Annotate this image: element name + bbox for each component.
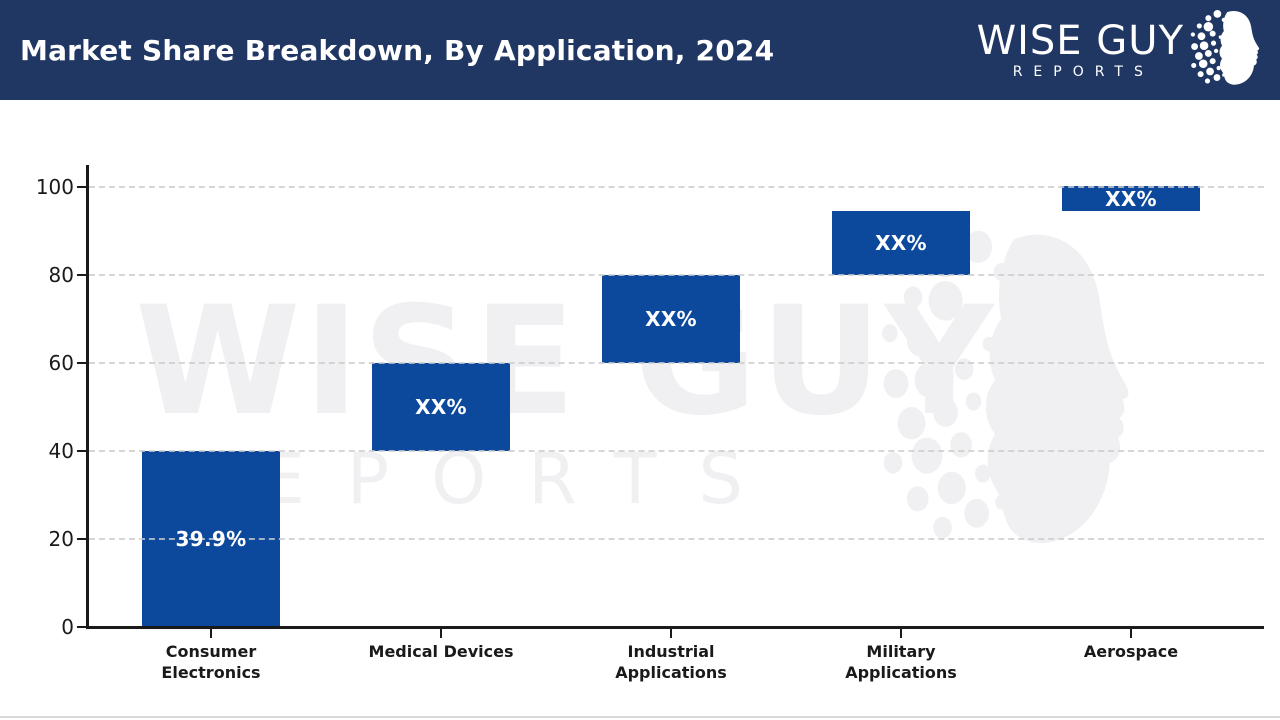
gridline	[89, 186, 1264, 188]
x-axis-category-label: Consumer Electronics	[161, 642, 261, 682]
y-tick-label: 80	[48, 263, 74, 287]
gridline	[89, 538, 1264, 540]
bar-aerospace	[1062, 186, 1200, 212]
x-tick-mark	[210, 629, 212, 638]
bar-value-label: XX%	[875, 231, 927, 256]
gridline	[89, 362, 1264, 364]
x-axis-category-label: Military Applications	[845, 642, 957, 682]
y-tick-label: 100	[35, 175, 74, 199]
bar-value-label: XX%	[1105, 186, 1157, 211]
gridline	[89, 274, 1264, 276]
x-axis-category-label: Medical Devices	[368, 642, 514, 661]
y-tick-mark	[77, 362, 86, 364]
header: Market Share Breakdown, By Application, …	[0, 0, 1280, 100]
logo-wordmark: WISE GUY REPORTS	[977, 20, 1184, 80]
y-axis-line	[86, 165, 89, 629]
x-axis-line	[86, 626, 1264, 629]
x-tick-mark	[1130, 629, 1132, 638]
x-axis-category-label: Aerospace	[1083, 642, 1179, 661]
x-axis-category-label: Industrial Applications	[615, 642, 727, 682]
chart-title: Market Share Breakdown, By Application, …	[20, 33, 775, 67]
y-tick-mark	[77, 274, 86, 276]
bar-industrial-applications	[602, 275, 740, 363]
x-tick-mark	[900, 629, 902, 638]
y-tick-mark	[77, 538, 86, 540]
y-tick-mark	[77, 626, 86, 628]
x-tick-mark	[440, 629, 442, 638]
y-tick-mark	[77, 186, 86, 188]
chart-area: WISE GUY REPORTS 39.9% XX% XX% XX% XX% 0 20 40 6…	[0, 100, 1280, 720]
bar-military-applications	[832, 211, 970, 275]
x-tick-mark	[670, 629, 672, 638]
wise-guy-logo: WISE GUY REPORTS	[977, 0, 1272, 100]
gridline	[89, 450, 1264, 452]
footer-divider	[0, 716, 1280, 718]
y-tick-label: 20	[48, 527, 74, 551]
logo-line1: WISE GUY	[976, 18, 1184, 64]
y-tick-label: 60	[48, 351, 74, 375]
y-tick-label: 0	[61, 615, 74, 639]
bar-medical-devices	[372, 363, 510, 451]
y-tick-mark	[77, 450, 86, 452]
bar-value-label: XX%	[415, 395, 467, 419]
bar-value-label: XX%	[645, 307, 697, 331]
logo-line2: REPORTS	[1012, 64, 1154, 80]
bar-value-label: 39.9%	[175, 527, 247, 551]
y-tick-label: 40	[48, 439, 74, 463]
dotted-face-icon	[1190, 10, 1260, 85]
